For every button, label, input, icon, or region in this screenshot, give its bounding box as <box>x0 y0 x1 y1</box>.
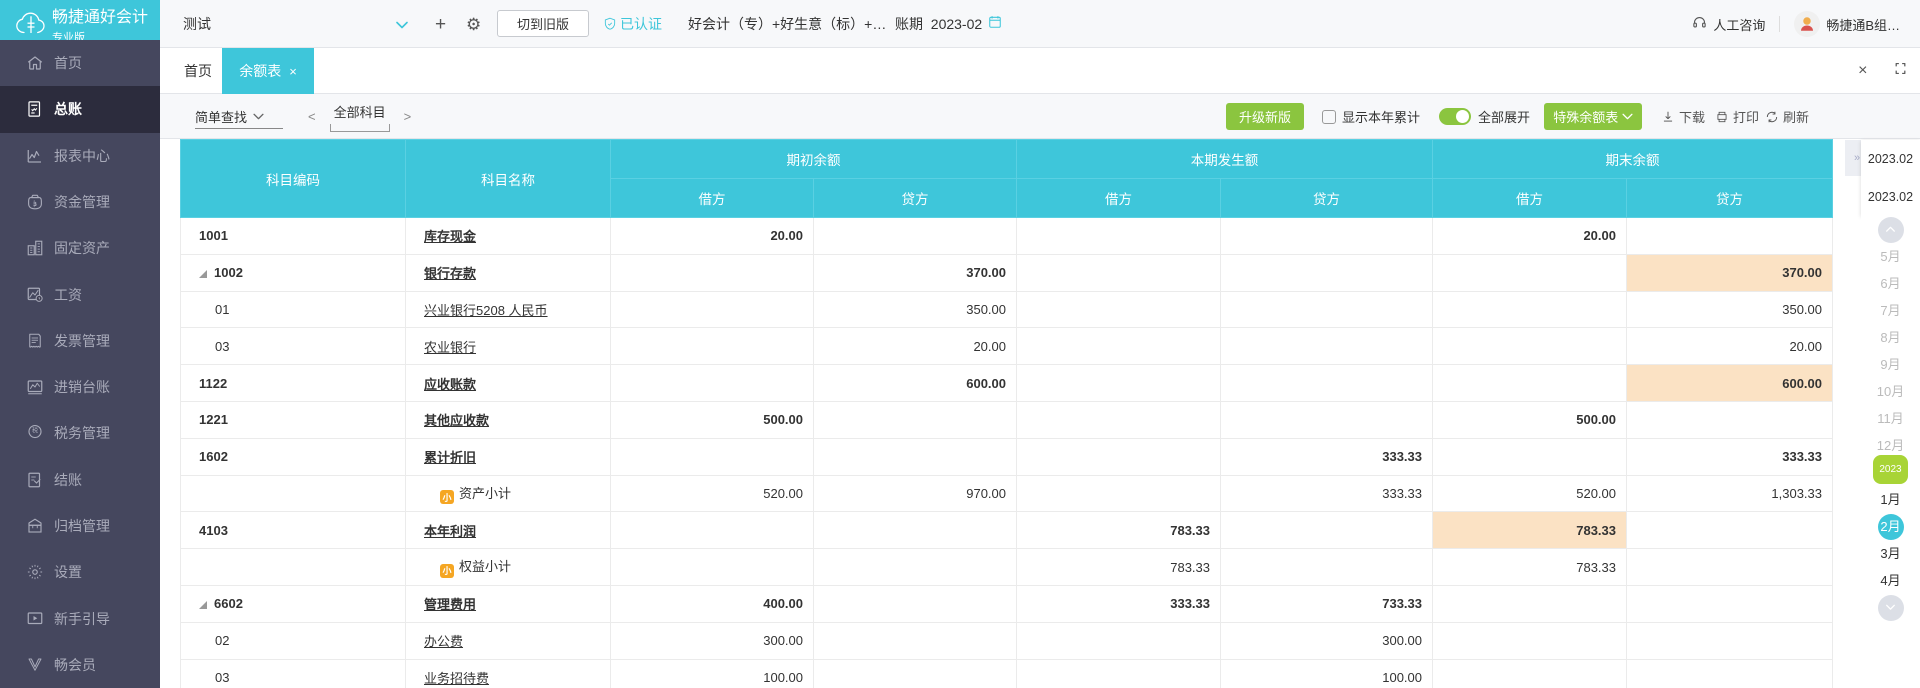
svg-text:税: 税 <box>32 427 38 435</box>
